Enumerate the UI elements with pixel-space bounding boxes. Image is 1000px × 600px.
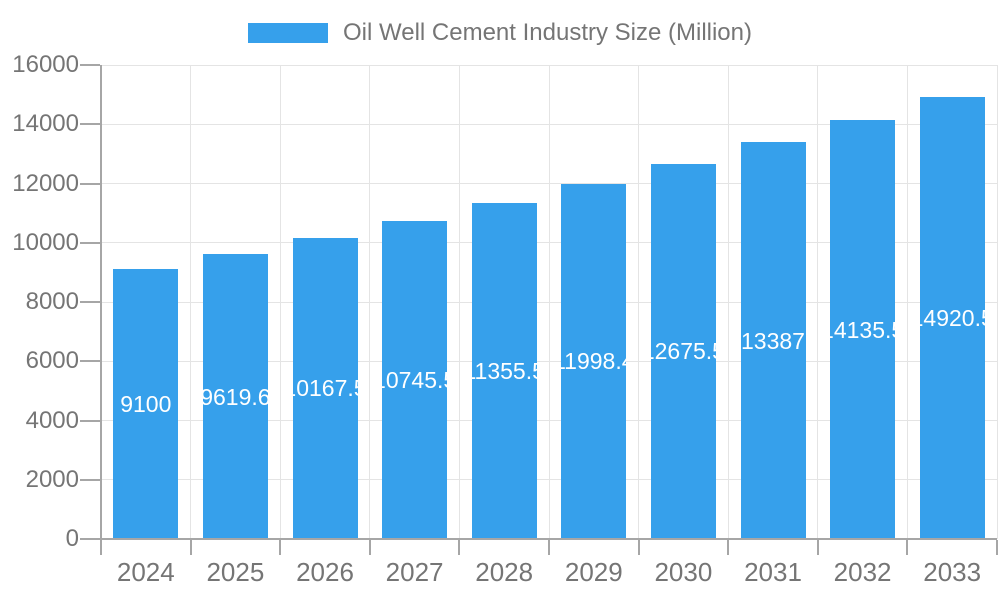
legend-swatch [248, 23, 328, 43]
bar-value-label: 11998.4 [561, 348, 626, 375]
y-axis-tick [80, 301, 100, 303]
x-axis-tick [458, 540, 461, 555]
y-axis-tick-label: 2000 [25, 465, 79, 493]
bar-value-label: 13387 [741, 327, 805, 354]
y-axis-tick-label: 12000 [12, 169, 79, 197]
plot-area: 9100 9619.6 10167.5 10745.5 11355.5 11998.4 12… [101, 64, 998, 539]
gridline-vertical [458, 65, 460, 539]
x-axis-tick-label: 2026 [296, 557, 354, 587]
x-axis-tick-label: 2025 [206, 557, 265, 587]
x-axis-tick [727, 540, 730, 555]
y-axis-tick [80, 123, 100, 126]
bar-value-label: 9100 [120, 391, 172, 418]
y-axis-tick-label: 0 [65, 525, 79, 552]
chart-legend[interactable]: Oil Well Cement Industry Size (Million) [0, 19, 1000, 47]
y-axis-tick [80, 419, 100, 422]
y-axis-tick-label: 6000 [25, 347, 79, 375]
x-axis-tick-label: 2024 [116, 557, 175, 587]
y-axis-tick [80, 182, 100, 185]
bar-value-label: 10745.5 [382, 366, 447, 393]
bar-2033[interactable]: 14920.5 [919, 97, 985, 539]
bar-value-label: 11355.5 [472, 357, 537, 384]
x-axis-tick-label: 2028 [475, 557, 534, 587]
bar-2030[interactable]: 12675.5 [650, 163, 716, 539]
y-axis-tick-label: 10000 [12, 228, 79, 256]
x-axis-line [80, 538, 997, 540]
y-axis-tick-label: 14000 [12, 110, 79, 138]
gridline-vertical [548, 65, 550, 539]
x-axis-tick [816, 540, 819, 555]
x-axis-tick [189, 540, 192, 555]
bar-value-label: 9619.6 [202, 383, 268, 410]
bar-2031[interactable]: 13387 [740, 142, 806, 539]
gridline-vertical [906, 65, 908, 539]
x-axis-tick [637, 540, 640, 555]
y-axis-tick [80, 64, 100, 66]
x-axis-tick-label: 2032 [833, 557, 892, 587]
gridline-vertical [996, 65, 998, 539]
y-axis-line [100, 65, 102, 555]
bar-2029[interactable]: 11998.4 [561, 183, 627, 539]
y-axis-tick [80, 360, 100, 363]
y-axis-tick [80, 241, 100, 244]
x-axis-tick [996, 540, 998, 555]
bar-value-label: 14920.5 [920, 305, 985, 331]
x-axis-tick-label: 2030 [654, 557, 713, 587]
x-axis-tick-label: 2033 [923, 557, 982, 587]
y-axis-tick-label: 4000 [25, 406, 79, 434]
x-axis-tick [279, 540, 282, 555]
gridline-vertical [369, 65, 371, 539]
gridline-vertical [279, 65, 281, 539]
bar-2026[interactable]: 10167.5 [292, 237, 358, 539]
legend-label: Oil Well Cement Industry Size (Million) [343, 19, 752, 46]
x-axis-tick [368, 540, 371, 555]
gridline-vertical [817, 65, 819, 539]
y-axis-tick-label: 16000 [12, 51, 79, 78]
x-axis-tick [548, 540, 550, 555]
x-axis-tick-label: 2031 [744, 557, 802, 587]
gridline-vertical [190, 65, 192, 539]
bar-2028[interactable]: 11355.5 [471, 202, 537, 539]
bar-value-label: 12675.5 [651, 338, 716, 365]
x-axis-tick-label: 2027 [385, 557, 444, 587]
y-axis-tick-label: 8000 [25, 288, 79, 315]
bar-2032[interactable]: 14135.5 [830, 120, 896, 539]
gridline-vertical [638, 65, 640, 539]
bar-value-label: 14135.5 [830, 316, 895, 343]
bar-2024[interactable]: 9100 [113, 269, 179, 539]
y-axis-tick [80, 478, 100, 481]
bar-value-label: 10167.5 [293, 375, 358, 402]
bar-2025[interactable]: 9619.6 [202, 254, 268, 539]
x-axis-tick-label: 2029 [564, 557, 623, 587]
x-axis-tick [906, 540, 909, 555]
gridline-vertical [727, 65, 729, 539]
bar-2027[interactable]: 10745.5 [382, 220, 448, 539]
